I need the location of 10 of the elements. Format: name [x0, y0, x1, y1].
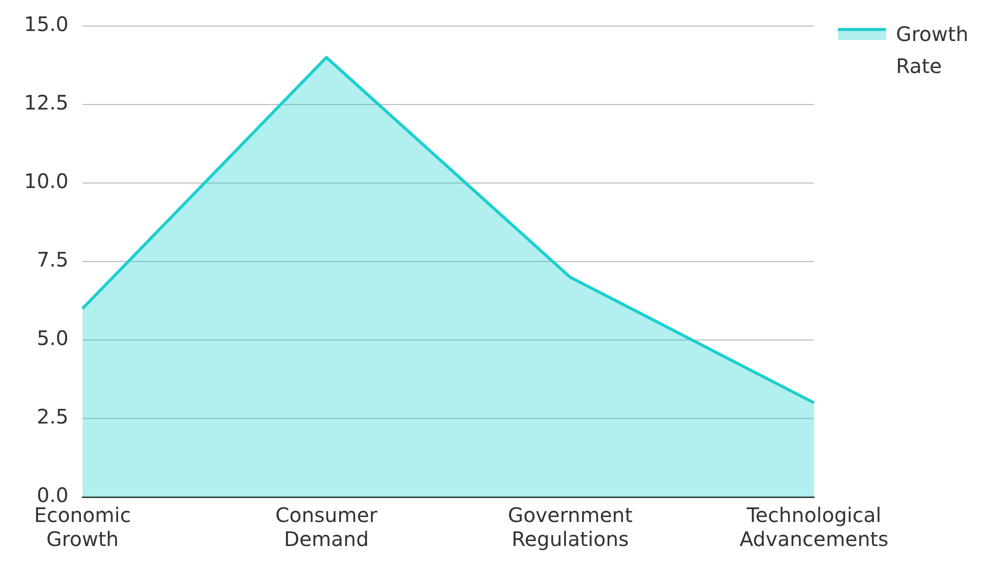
legend-label: Growth Rate	[896, 21, 970, 80]
x-tick-label: Government Regulations	[508, 503, 633, 552]
y-tick-label: 5.0	[36, 326, 69, 350]
y-tick-label: 10.0	[24, 169, 69, 194]
y-tick-label: 12.5	[24, 90, 69, 115]
y-tick-label: 7.5	[36, 248, 69, 272]
x-tick-label: Technological Advancements	[740, 503, 888, 552]
y-tick-label: 15.0	[24, 12, 69, 36]
x-tick-label: Consumer Demand	[275, 503, 378, 552]
y-tick-label: 2.5	[36, 404, 69, 429]
